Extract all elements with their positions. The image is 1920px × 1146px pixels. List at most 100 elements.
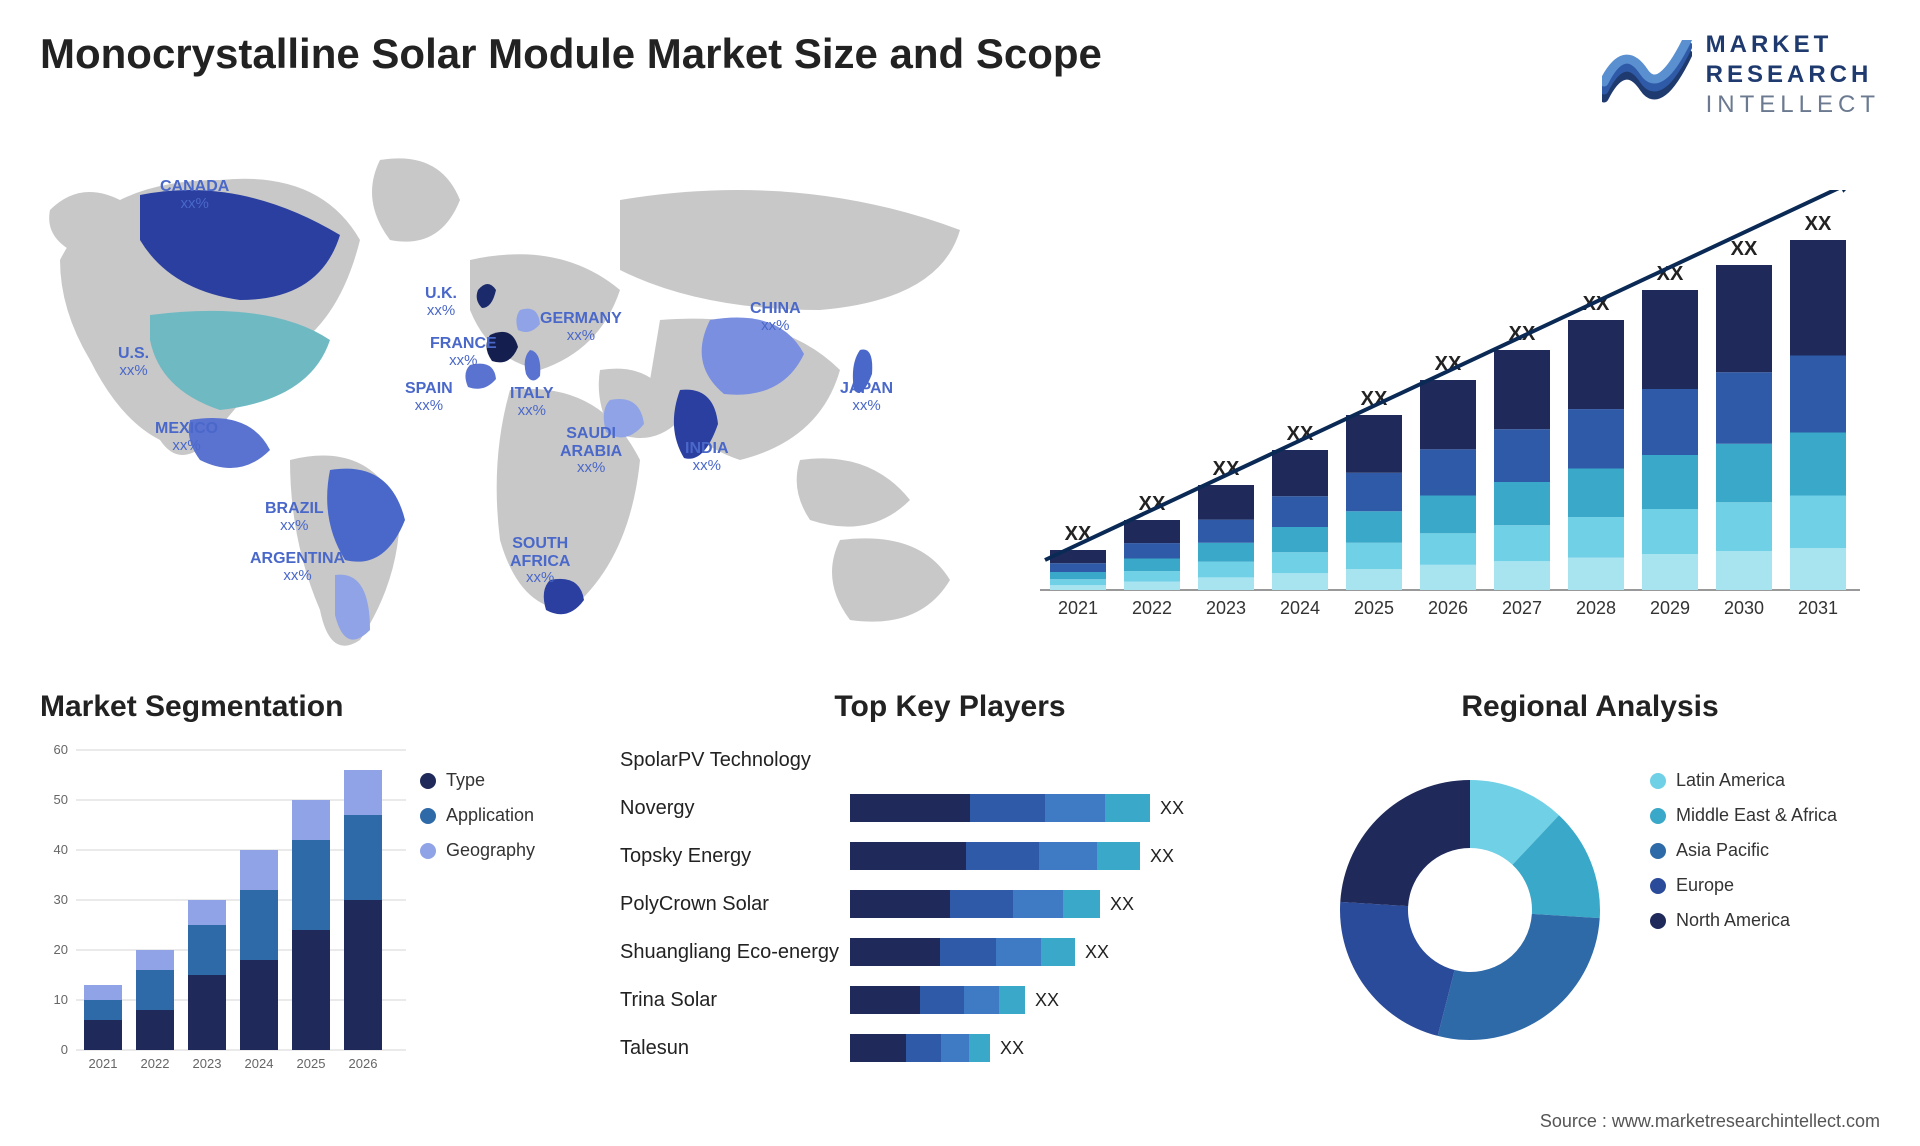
logo-line3: INTELLECT bbox=[1706, 90, 1880, 120]
players-title: Top Key Players bbox=[620, 690, 1280, 724]
map-label: CANADAxx% bbox=[160, 178, 229, 212]
player-value: XX bbox=[1085, 942, 1109, 963]
svg-text:50: 50 bbox=[54, 792, 68, 807]
player-bar-segment bbox=[996, 938, 1041, 966]
player-bar-segment bbox=[850, 842, 966, 870]
logo-icon bbox=[1602, 40, 1692, 110]
legend-item: Europe bbox=[1650, 875, 1837, 896]
legend-item: Geography bbox=[420, 840, 535, 861]
player-name: Shuangliang Eco-energy bbox=[620, 941, 850, 964]
legend-swatch bbox=[420, 773, 436, 789]
map-label: U.S.xx% bbox=[118, 345, 149, 379]
header: Monocrystalline Solar Module Market Size… bbox=[40, 30, 1880, 120]
player-row: Shuangliang Eco-energy XX bbox=[620, 932, 1280, 972]
player-value: XX bbox=[1035, 990, 1059, 1011]
svg-text:2031: 2031 bbox=[1798, 598, 1838, 618]
player-bar-segment bbox=[1097, 842, 1141, 870]
legend-label: North America bbox=[1676, 910, 1790, 931]
players-panel: Top Key Players SpolarPV Technology Nover… bbox=[620, 690, 1280, 1120]
player-bar-segment bbox=[999, 986, 1025, 1014]
svg-text:2030: 2030 bbox=[1724, 598, 1764, 618]
legend-item: Middle East & Africa bbox=[1650, 805, 1837, 826]
svg-text:2021: 2021 bbox=[1058, 598, 1098, 618]
map-label: MEXICOxx% bbox=[155, 420, 218, 454]
player-bar bbox=[850, 1034, 990, 1062]
svg-text:40: 40 bbox=[54, 842, 68, 857]
player-bar-wrap: XX bbox=[850, 938, 1280, 966]
svg-text:2021: 2021 bbox=[89, 1056, 118, 1071]
page-title: Monocrystalline Solar Module Market Size… bbox=[40, 30, 1102, 78]
player-bar-segment bbox=[966, 842, 1039, 870]
legend-item: Type bbox=[420, 770, 535, 791]
player-bar-segment bbox=[969, 1034, 990, 1062]
player-bar-wrap: XX bbox=[850, 1034, 1280, 1062]
svg-text:2026: 2026 bbox=[1428, 598, 1468, 618]
svg-text:XX: XX bbox=[1805, 213, 1832, 235]
player-name: Talesun bbox=[620, 1037, 850, 1060]
players-list: SpolarPV TechnologyNovergyXXTopsky Energ… bbox=[620, 740, 1280, 1068]
svg-text:30: 30 bbox=[54, 892, 68, 907]
player-bar-segment bbox=[941, 1034, 969, 1062]
map-label: INDIAxx% bbox=[685, 440, 729, 474]
legend-swatch bbox=[420, 808, 436, 824]
legend-label: Geography bbox=[446, 840, 535, 861]
legend-label: Application bbox=[446, 805, 534, 826]
player-value: XX bbox=[1150, 846, 1174, 867]
legend-label: Type bbox=[446, 770, 485, 791]
player-bar-segment bbox=[950, 890, 1013, 918]
svg-text:0: 0 bbox=[61, 1042, 68, 1057]
svg-text:60: 60 bbox=[54, 742, 68, 757]
player-bar-segment bbox=[964, 986, 999, 1014]
player-name: Novergy bbox=[620, 797, 850, 820]
legend-swatch bbox=[1650, 808, 1666, 824]
logo-text: MARKET RESEARCH INTELLECT bbox=[1706, 30, 1880, 120]
legend-swatch bbox=[1650, 913, 1666, 929]
regional-donut-svg bbox=[1320, 760, 1620, 1060]
svg-text:2028: 2028 bbox=[1576, 598, 1616, 618]
player-bar-segment bbox=[850, 1034, 906, 1062]
player-bar bbox=[850, 890, 1100, 918]
player-bar-segment bbox=[1045, 794, 1105, 822]
player-name: Trina Solar bbox=[620, 989, 850, 1012]
svg-text:2027: 2027 bbox=[1502, 598, 1542, 618]
player-name: SpolarPV Technology bbox=[620, 749, 850, 772]
regional-legend: Latin America Middle East & Africa Asia Pa… bbox=[1650, 770, 1837, 931]
svg-text:XX: XX bbox=[1731, 238, 1758, 260]
map-label: BRAZILxx% bbox=[265, 500, 324, 534]
source-attribution: Source : www.marketresearchintellect.com bbox=[1540, 1111, 1880, 1132]
player-bar-segment bbox=[850, 938, 940, 966]
player-value: XX bbox=[1000, 1038, 1024, 1059]
regional-title: Regional Analysis bbox=[1300, 690, 1880, 724]
logo-line1: MARKET bbox=[1706, 30, 1880, 60]
map-label: SAUDIARABIAxx% bbox=[560, 425, 622, 477]
legend-item: Latin America bbox=[1650, 770, 1837, 791]
player-row: Topsky EnergyXX bbox=[620, 836, 1280, 876]
player-bar-segment bbox=[906, 1034, 941, 1062]
player-bar-segment bbox=[1013, 890, 1063, 918]
growth-chart-svg: 2021XX2022XX2023XX2024XX2025XX2026XX2027… bbox=[1040, 190, 1860, 630]
player-bar-segment bbox=[970, 794, 1045, 822]
legend-swatch bbox=[1650, 878, 1666, 894]
player-bar-segment bbox=[1105, 794, 1150, 822]
map-label: GERMANYxx% bbox=[540, 310, 622, 344]
map-label: SOUTHAFRICAxx% bbox=[510, 535, 570, 587]
svg-text:2026: 2026 bbox=[349, 1056, 378, 1071]
player-value: XX bbox=[1160, 798, 1184, 819]
player-bar bbox=[850, 938, 1075, 966]
player-bar-wrap: XX bbox=[850, 842, 1280, 870]
svg-text:2025: 2025 bbox=[1354, 598, 1394, 618]
legend-label: Asia Pacific bbox=[1676, 840, 1769, 861]
regional-panel: Regional Analysis Latin America Middle Ea… bbox=[1300, 690, 1880, 1120]
legend-swatch bbox=[420, 843, 436, 859]
player-row: Trina Solar XX bbox=[620, 980, 1280, 1020]
brand-logo: MARKET RESEARCH INTELLECT bbox=[1602, 30, 1880, 120]
legend-item: Application bbox=[420, 805, 535, 826]
page-root: Monocrystalline Solar Module Market Size… bbox=[0, 0, 1920, 1146]
top-row: CANADAxx%U.S.xx%MEXICOxx%BRAZILxx%ARGENT… bbox=[40, 140, 1880, 660]
svg-text:2022: 2022 bbox=[1132, 598, 1172, 618]
world-map-panel: CANADAxx%U.S.xx%MEXICOxx%BRAZILxx%ARGENT… bbox=[40, 140, 1000, 660]
player-bar-wrap: XX bbox=[850, 794, 1280, 822]
segmentation-title: Market Segmentation bbox=[40, 690, 600, 724]
player-bar-wrap: XX bbox=[850, 986, 1280, 1014]
legend-item: North America bbox=[1650, 910, 1837, 931]
